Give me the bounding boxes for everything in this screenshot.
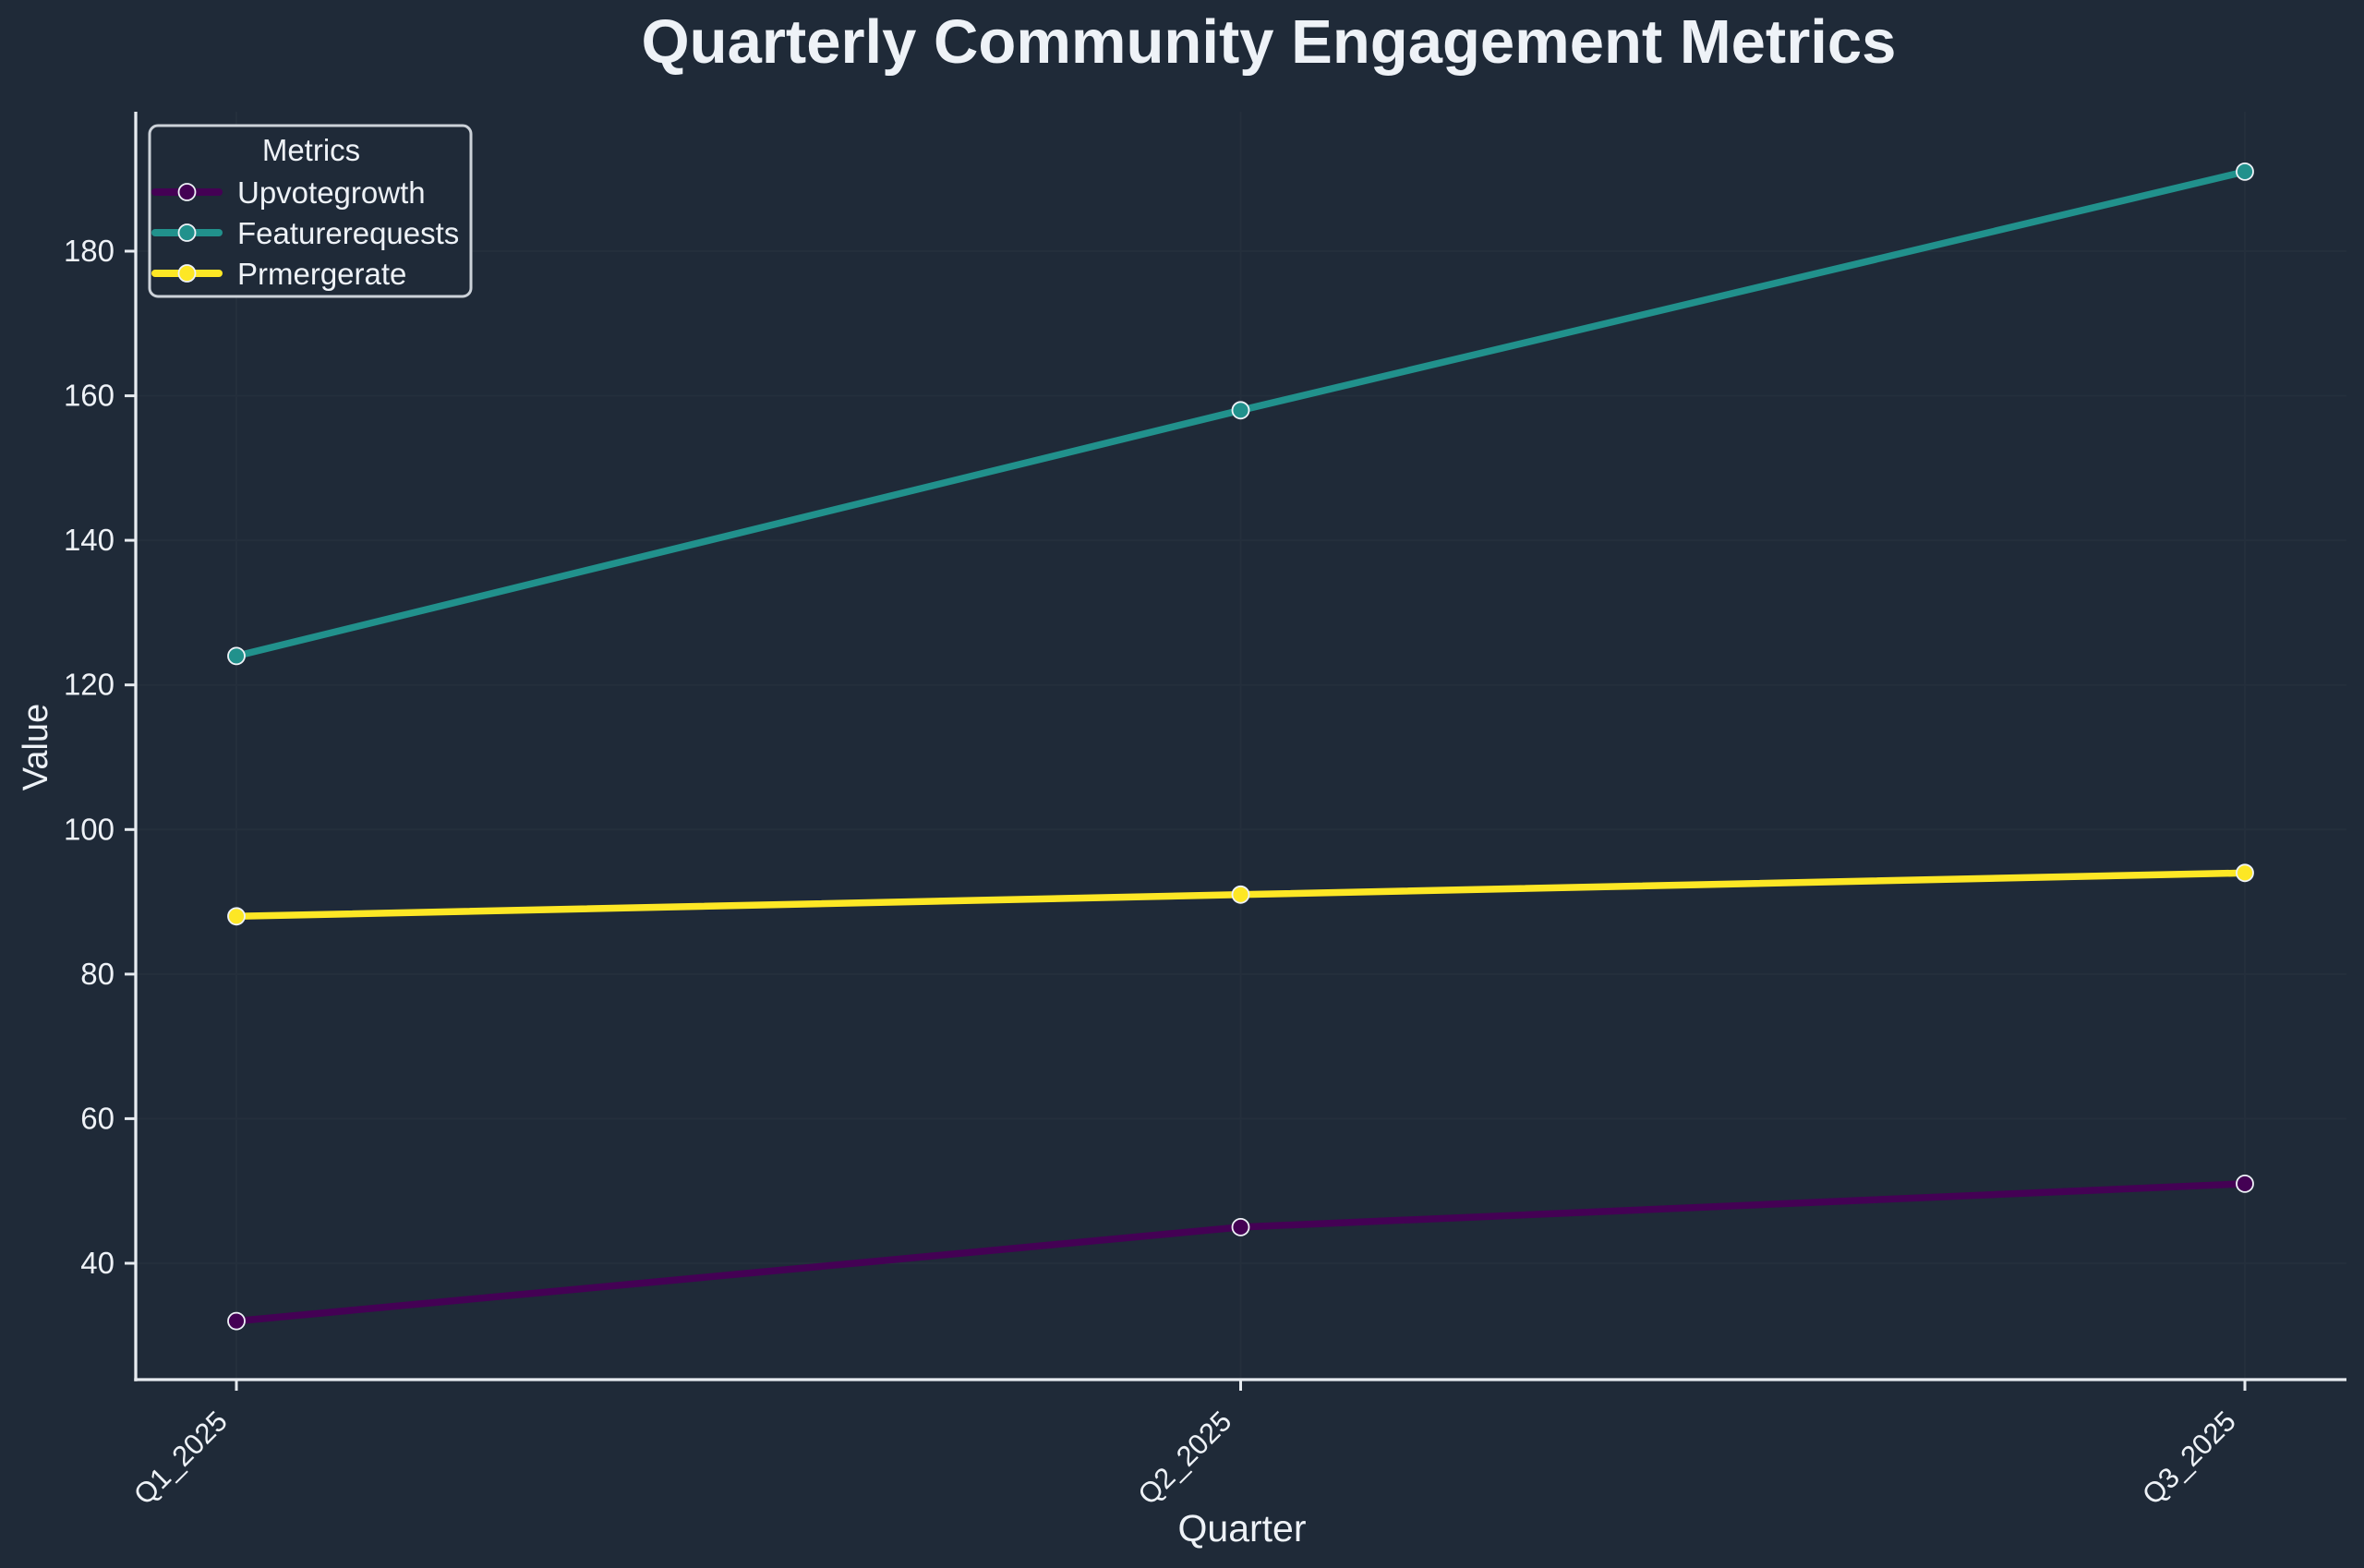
svg-text:Value: Value [17,704,55,790]
svg-text:Quarter: Quarter [1178,1507,1307,1550]
svg-text:Upvotegrowth: Upvotegrowth [237,175,426,210]
svg-text:140: 140 [64,523,115,557]
svg-text:Featurerequests: Featurerequests [237,216,459,250]
svg-text:120: 120 [64,668,115,702]
svg-text:Metrics: Metrics [262,133,360,167]
svg-text:100: 100 [64,812,115,846]
svg-text:Quarterly Community Engagement: Quarterly Community Engagement Metrics [642,7,1897,77]
svg-text:80: 80 [80,957,115,991]
svg-text:40: 40 [80,1246,115,1280]
svg-text:60: 60 [80,1101,115,1135]
svg-text:180: 180 [64,234,115,268]
svg-text:Prmergerate: Prmergerate [237,257,406,291]
svg-text:160: 160 [64,379,115,413]
